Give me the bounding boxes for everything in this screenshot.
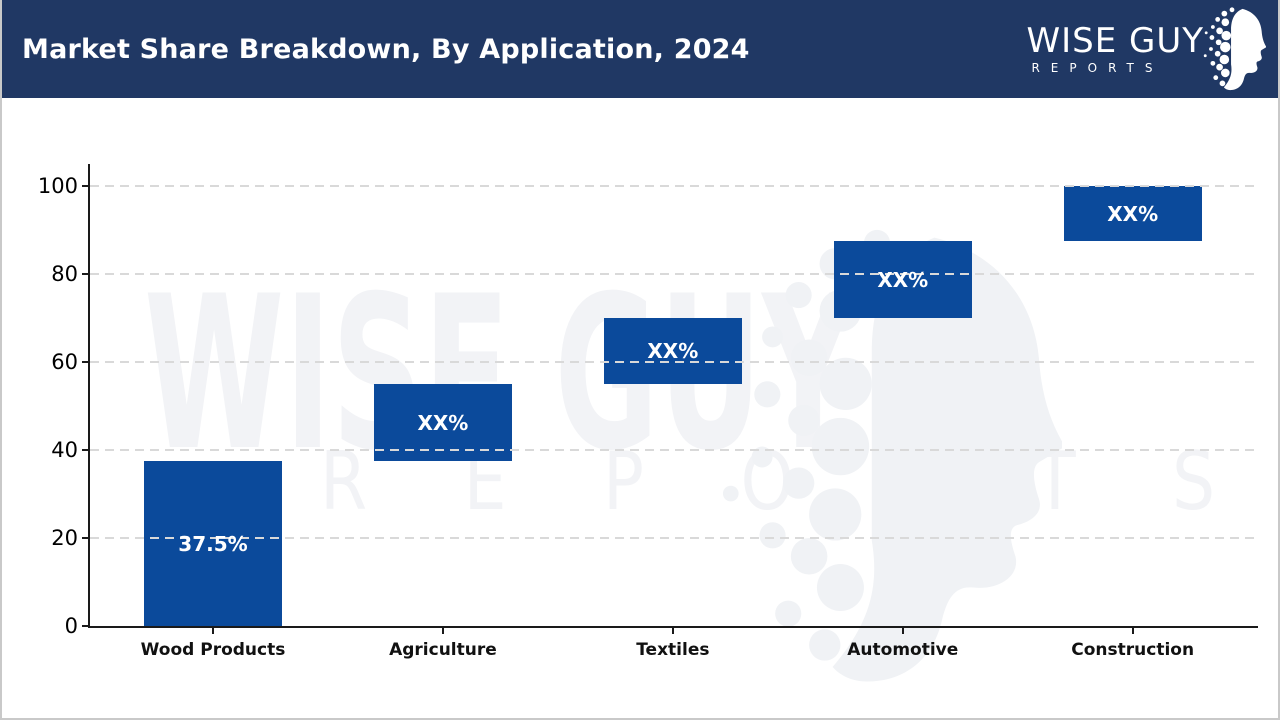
y-axis-line [88,164,90,628]
x-tick-mark [901,626,904,634]
y-axis-tick-label: 40 [51,438,78,462]
y-axis-tick-label: 60 [51,350,78,374]
bar-construction [1063,186,1202,241]
bar-wood-products [144,461,282,626]
logo-subtitle: REPORTS [1031,61,1164,75]
bar-textiles [603,318,742,384]
gridline [90,537,1258,539]
gridline [90,449,1258,451]
y-tick-mark [82,625,90,627]
gridline [90,185,1258,187]
bar-value-label: XX% [1107,201,1159,226]
wiseguy-face-icon [1203,7,1266,91]
x-tick-mark [212,626,214,634]
y-tick-mark [82,537,90,539]
bar-value-label: 37.5% [178,531,248,556]
header-bar: Market Share Breakdown, By Application, … [2,0,1278,98]
wiseguy-logo-text: WISE GUY REPORTS [1026,24,1204,74]
logo-wordmark: WISE GUY [1026,21,1204,61]
x-axis-label-construction: Construction [1071,640,1195,660]
x-axis-label-agriculture: Agriculture [389,640,497,660]
x-tick-mark [441,626,444,634]
x-axis-label-textiles: Textiles [636,640,710,660]
bar-value-label: XX% [877,267,929,292]
x-axis-label-automotive: Automotive [847,640,959,660]
y-tick-mark [82,361,90,363]
y-axis-tick-label: 100 [37,174,78,198]
x-tick-mark [671,626,674,634]
bar-agriculture [373,384,512,461]
page-title: Market Share Breakdown, By Application, … [22,33,750,65]
y-axis-tick-label: 80 [51,262,78,286]
gridline [90,361,1258,363]
x-tick-mark [1131,626,1134,634]
x-axis-label-wood-products: Wood Products [140,640,286,660]
y-tick-mark [82,273,90,275]
x-axis-line [88,626,1258,628]
y-tick-mark [82,185,90,187]
bar-value-label: XX% [417,410,469,435]
gridline [90,273,1258,275]
y-axis-tick-label: 20 [51,526,78,550]
bar-automotive [833,241,972,318]
bar-value-label: XX% [647,339,699,363]
wiseguy-logo: WISE GUY REPORTS [1026,6,1278,92]
y-tick-mark [82,449,90,451]
y-axis-tick-label: 0 [64,614,78,638]
